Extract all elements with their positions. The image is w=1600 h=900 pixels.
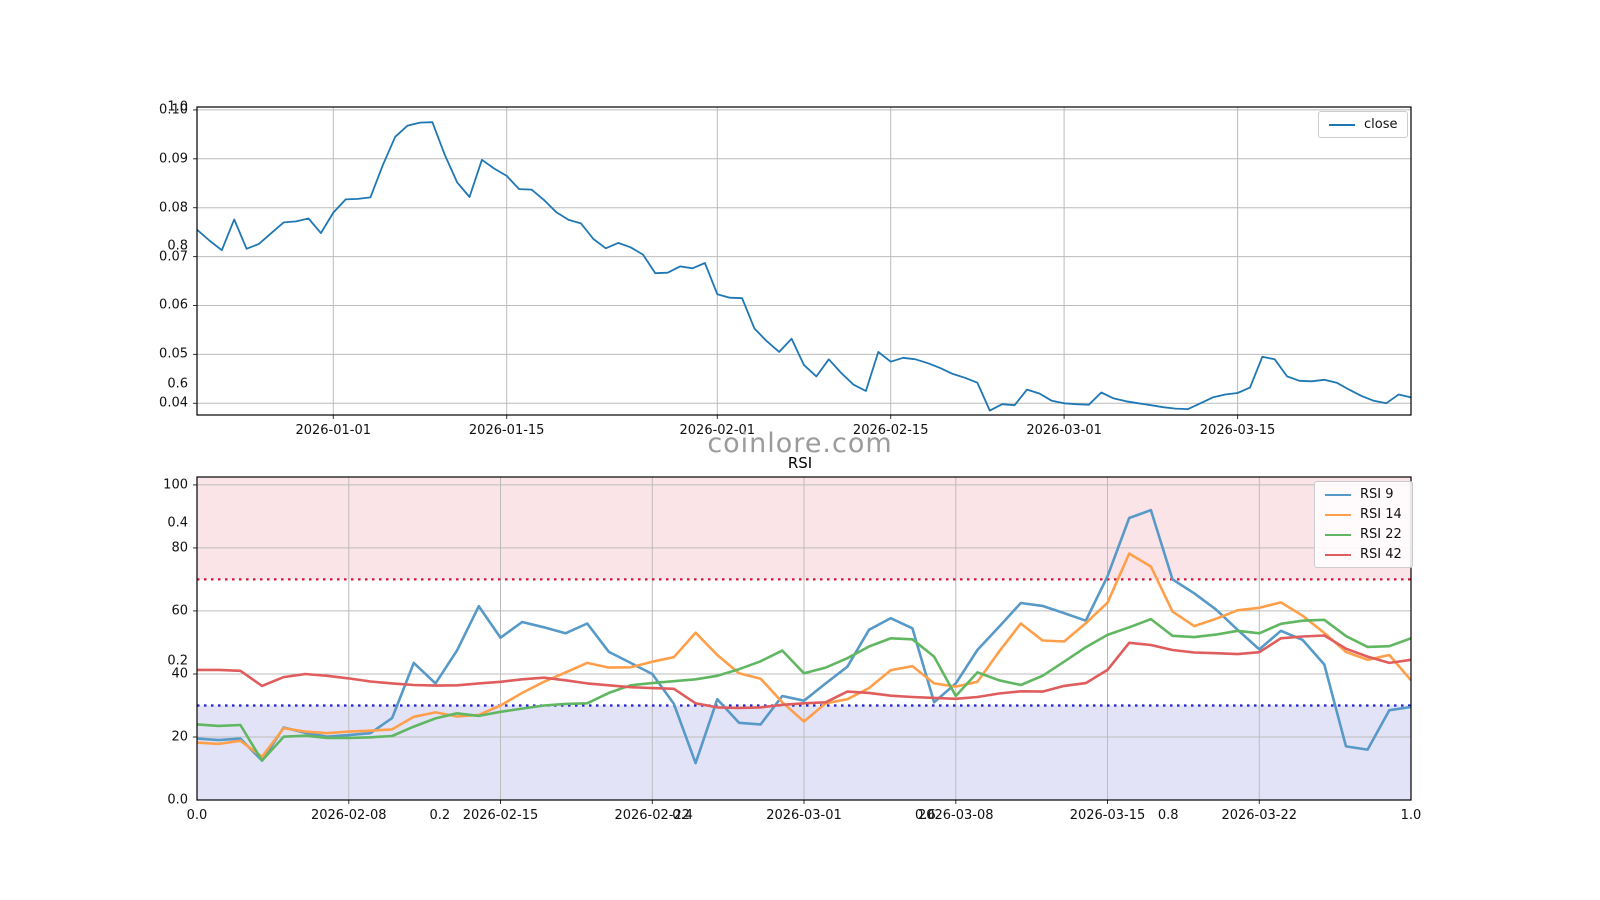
twin-ytick-label: 0.8 — [167, 238, 188, 254]
xtick-label: 2026-01-01 — [295, 423, 372, 438]
xtick-label: 2026-03-08 — [917, 808, 994, 823]
legend-line-swatch — [1325, 533, 1351, 536]
xtick-label: 2026-02-15 — [852, 423, 929, 438]
xtick-label: 2026-02-08 — [310, 808, 387, 823]
ytick-label: 0.04 — [159, 395, 188, 411]
twin-ytick-label: 0.2 — [167, 653, 188, 669]
series-rsi-22 — [196, 617, 1412, 762]
series-close — [196, 121, 1412, 412]
twin-xtick-label: 1.0 — [1400, 808, 1422, 823]
xtick-label: 2026-03-15 — [1199, 423, 1276, 438]
legend-entry: RSI 42 — [1325, 547, 1402, 562]
xtick-label: 2026-03-01 — [766, 808, 842, 823]
ytick-label: 100 — [163, 477, 188, 493]
twin-xtick-label: 0.4 — [672, 808, 693, 823]
legend-label: RSI 22 — [1360, 527, 1402, 542]
ytick-label: 0.09 — [159, 151, 188, 167]
legend-label: RSI 42 — [1360, 547, 1402, 562]
legend-entry: close — [1329, 117, 1397, 132]
twin-xtick-label: 0.6 — [915, 808, 936, 823]
legend-label: close — [1364, 117, 1398, 132]
ytick-label: 60 — [171, 603, 188, 619]
xtick-label: 2026-02-15 — [462, 808, 539, 823]
legend-line-swatch — [1325, 493, 1351, 496]
twin-ytick-label: 0.4 — [167, 515, 188, 531]
rsi-legend: RSI 9 RSI 14 RSI 22 RSI 42 — [1314, 481, 1413, 568]
legend-label: RSI 9 — [1360, 487, 1394, 502]
ytick-label: 80 — [171, 540, 188, 556]
xtick-label: 2026-03-01 — [1026, 423, 1102, 438]
price-legend: close — [1318, 111, 1409, 138]
twin-xtick-label: 0.2 — [429, 808, 451, 823]
series-rsi-14 — [196, 552, 1412, 759]
ytick-label: 0.08 — [159, 200, 188, 216]
legend-entry: RSI 9 — [1325, 487, 1402, 502]
legend-label: RSI 14 — [1360, 507, 1402, 522]
twin-xtick-label: 0.8 — [1157, 808, 1179, 823]
twin-ytick-label: 0.0 — [167, 792, 188, 808]
xtick-label: 2026-03-22 — [1221, 808, 1298, 823]
legend-line-swatch — [1329, 123, 1355, 126]
series-rsi-9 — [196, 508, 1412, 765]
xtick-label: 2026-03-15 — [1069, 808, 1146, 823]
ytick-label: 20 — [171, 729, 188, 745]
twin-ytick-label: 0.6 — [167, 376, 188, 392]
xtick-label: 2026-01-15 — [468, 423, 545, 438]
ytick-label: 40 — [171, 666, 188, 682]
legend-entry: RSI 22 — [1325, 527, 1402, 542]
rsi-axes-title: RSI — [787, 454, 813, 472]
ytick-label: 0.07 — [159, 249, 188, 265]
xtick-label: 2026-02-22 — [614, 808, 691, 823]
ytick-label: 0.05 — [159, 346, 188, 362]
legend-line-swatch — [1325, 513, 1351, 516]
legend-line-swatch — [1325, 553, 1351, 556]
series-rsi-42 — [197, 634, 1412, 710]
ytick-label: 0.10 — [159, 102, 188, 118]
twin-xtick-label: 0.0 — [186, 808, 208, 823]
xtick-label: 2026-02-01 — [679, 423, 756, 438]
ytick-label: 0.06 — [159, 297, 188, 313]
legend-entry: RSI 14 — [1325, 507, 1402, 522]
twin-ytick-label: 1.0 — [167, 99, 188, 115]
watermark: coinlore.com — [707, 428, 893, 459]
